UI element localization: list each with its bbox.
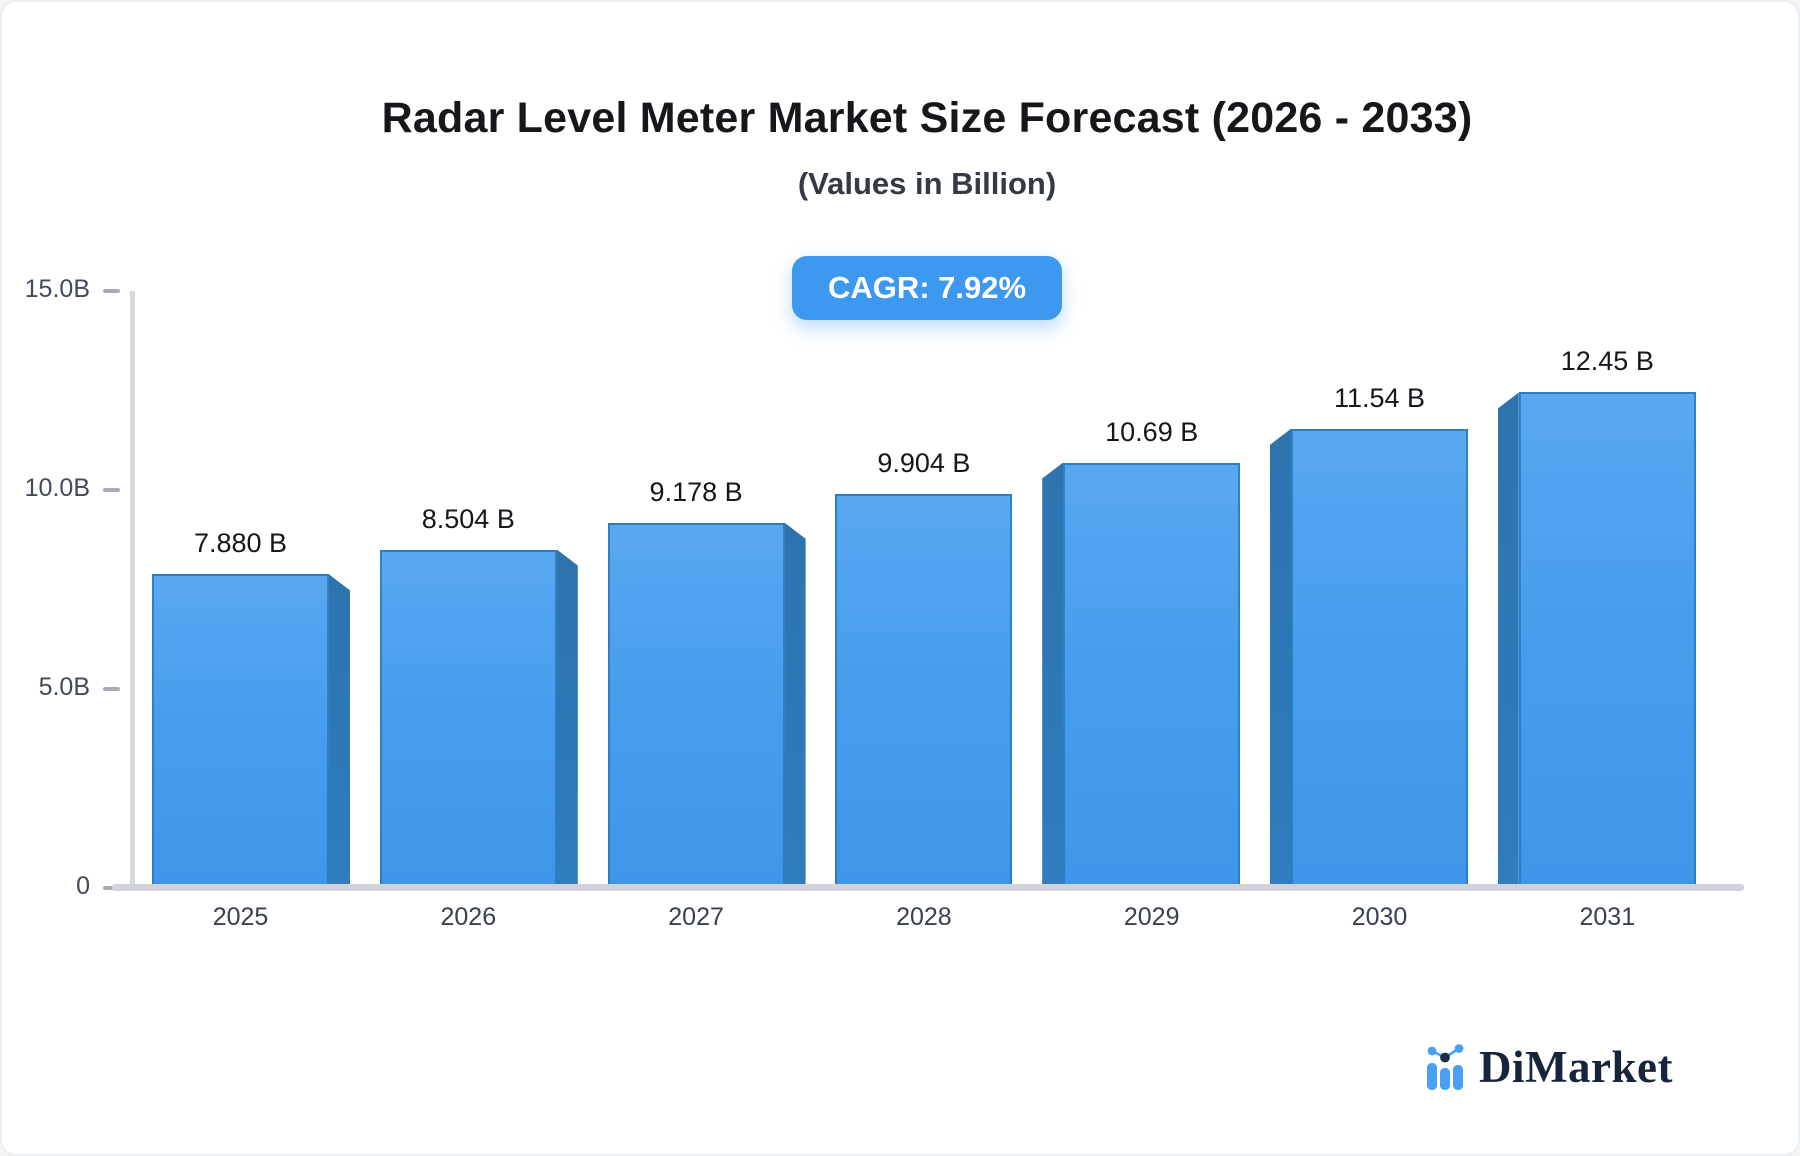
bar-front-2029 xyxy=(1063,462,1241,888)
x-axis-label: 2031 xyxy=(1579,903,1636,931)
logo-text: DiMarket xyxy=(1479,1042,1673,1092)
x-axis-line xyxy=(112,884,1744,891)
bar-side-2025 xyxy=(329,574,350,888)
y-axis-line xyxy=(130,291,135,888)
bar-front-2027 xyxy=(607,522,785,888)
y-tick xyxy=(103,687,120,691)
bar-value-label: 8.504 B xyxy=(421,503,515,534)
y-tick xyxy=(103,488,120,492)
y-tick xyxy=(103,886,120,890)
x-axis-label: 2026 xyxy=(440,903,497,931)
bar-value-label: 10.69 B xyxy=(1105,416,1199,447)
bar-side-2029 xyxy=(1042,462,1064,888)
bar-side-2026 xyxy=(556,549,578,888)
bar-value-label: 9.178 B xyxy=(649,476,743,507)
bar-value-label: 12.45 B xyxy=(1560,346,1654,377)
y-tick xyxy=(103,289,120,293)
cagr-badge: CAGR: 7.92% xyxy=(792,256,1062,320)
y-tick-label: 10.0B xyxy=(24,474,90,502)
x-axis-label: 2030 xyxy=(1351,903,1408,931)
chart-subtitle: (Values in Billion) xyxy=(797,166,1057,201)
x-axis-label: 2027 xyxy=(668,903,724,931)
y-tick-label: 15.0B xyxy=(24,275,90,303)
bar-value-label: 7.880 B xyxy=(193,528,288,559)
x-axis-label: 2025 xyxy=(212,903,269,931)
y-tick-label: 0 xyxy=(76,872,90,900)
x-axis-label: 2029 xyxy=(1123,903,1180,931)
bar-front-2025 xyxy=(152,574,329,888)
bar-side-2031 xyxy=(1497,392,1519,888)
dimarket-logo: DiMarket xyxy=(1426,1042,1673,1090)
bar-front-2028 xyxy=(835,493,1013,888)
chart-title: Radar Level Meter Market Size Forecast (… xyxy=(381,94,1473,142)
bar-value-label: 9.904 B xyxy=(877,447,971,478)
y-tick-label: 5.0B xyxy=(38,673,90,701)
bar-value-label: 11.54 B xyxy=(1333,382,1426,413)
bar-front-2026 xyxy=(379,549,557,888)
bar-front-2031 xyxy=(1518,392,1696,888)
bar-side-2027 xyxy=(784,522,806,888)
bar-chart-icon xyxy=(1427,1044,1464,1090)
x-axis-label: 2028 xyxy=(896,903,952,931)
bar-front-2030 xyxy=(1291,428,1468,888)
bar-side-2030 xyxy=(1270,428,1291,888)
